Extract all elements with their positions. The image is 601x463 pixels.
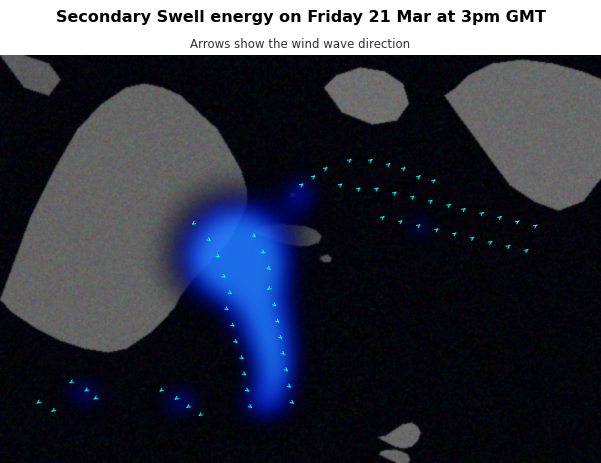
Text: Secondary Swell energy on Friday 21 Mar at 3pm GMT: Secondary Swell energy on Friday 21 Mar …	[55, 10, 546, 25]
Text: Arrows show the wind wave direction: Arrows show the wind wave direction	[191, 38, 410, 50]
